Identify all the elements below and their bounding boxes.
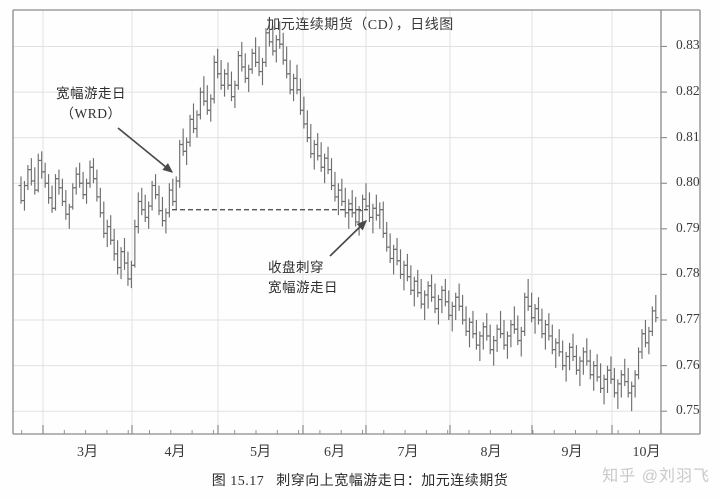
y-axis-label-0.83: 0.83 bbox=[676, 37, 700, 53]
price-chart-figure: 加元连续期货（CD），日线图 宽幅游走日 （WRD） 收盘刺穿 宽幅游走日 0.… bbox=[12, 9, 701, 460]
annotation-pierce-line1: 收盘刺穿 bbox=[268, 260, 324, 275]
watermark: 知乎 @刘羽飞 bbox=[602, 468, 710, 485]
annotation-arrow-close-pierces-wrd bbox=[329, 220, 367, 257]
x-axis-label-9月: 9月 bbox=[561, 445, 583, 460]
y-axis-label-0.82: 0.82 bbox=[676, 83, 700, 99]
figure-caption-text: 刺穿向上宽幅游走日：加元连续期货 bbox=[276, 474, 509, 489]
x-axis-label-3月: 3月 bbox=[77, 445, 98, 460]
x-axis-label-5月: 5月 bbox=[250, 445, 271, 460]
plot-background bbox=[13, 10, 661, 434]
y-axis-label-0.77: 0.77 bbox=[676, 311, 700, 327]
y-axis-label-0.78: 0.78 bbox=[676, 265, 700, 281]
x-axis-label-8月: 8月 bbox=[480, 445, 502, 460]
chart-canvas bbox=[12, 9, 701, 435]
x-axis-label-4月: 4月 bbox=[164, 445, 186, 460]
xtick-group bbox=[21, 425, 662, 434]
annotation-pierce-line2: 宽幅游走日 bbox=[268, 280, 338, 295]
figure-caption-number: 图 15.17 bbox=[211, 474, 265, 489]
y-axis-label-0.75: 0.75 bbox=[676, 402, 700, 418]
x-axis-label-7月: 7月 bbox=[397, 445, 419, 460]
annotation-wrd-line2: （WRD） bbox=[60, 106, 122, 121]
x-axis-label-6月: 6月 bbox=[324, 445, 345, 460]
figure-caption: 图 15.17 刺穿向上宽幅游走日：加元连续期货 bbox=[0, 470, 720, 490]
y-axis-label-0.79: 0.79 bbox=[676, 219, 700, 235]
ohlc-bar bbox=[653, 294, 659, 323]
x-axis-label-10月: 10月 bbox=[632, 445, 661, 460]
y-axis-label-0.81: 0.81 bbox=[676, 128, 700, 144]
annotation-wide-ranging-day: 宽幅游走日 （WRD） bbox=[56, 84, 126, 124]
annotation-wrd-line1: 宽幅游走日 bbox=[56, 86, 126, 101]
annotation-arrow-wide-ranging-day bbox=[117, 127, 174, 173]
y-axis-label-0.76: 0.76 bbox=[676, 356, 700, 372]
ohlc-bar-series bbox=[18, 16, 659, 412]
y-axis-label-0.80: 0.80 bbox=[676, 174, 700, 190]
annotation-close-pierces-wrd: 收盘刺穿 宽幅游走日 bbox=[268, 258, 338, 298]
chart-title: 加元连续期货（CD），日线图 bbox=[266, 18, 454, 33]
